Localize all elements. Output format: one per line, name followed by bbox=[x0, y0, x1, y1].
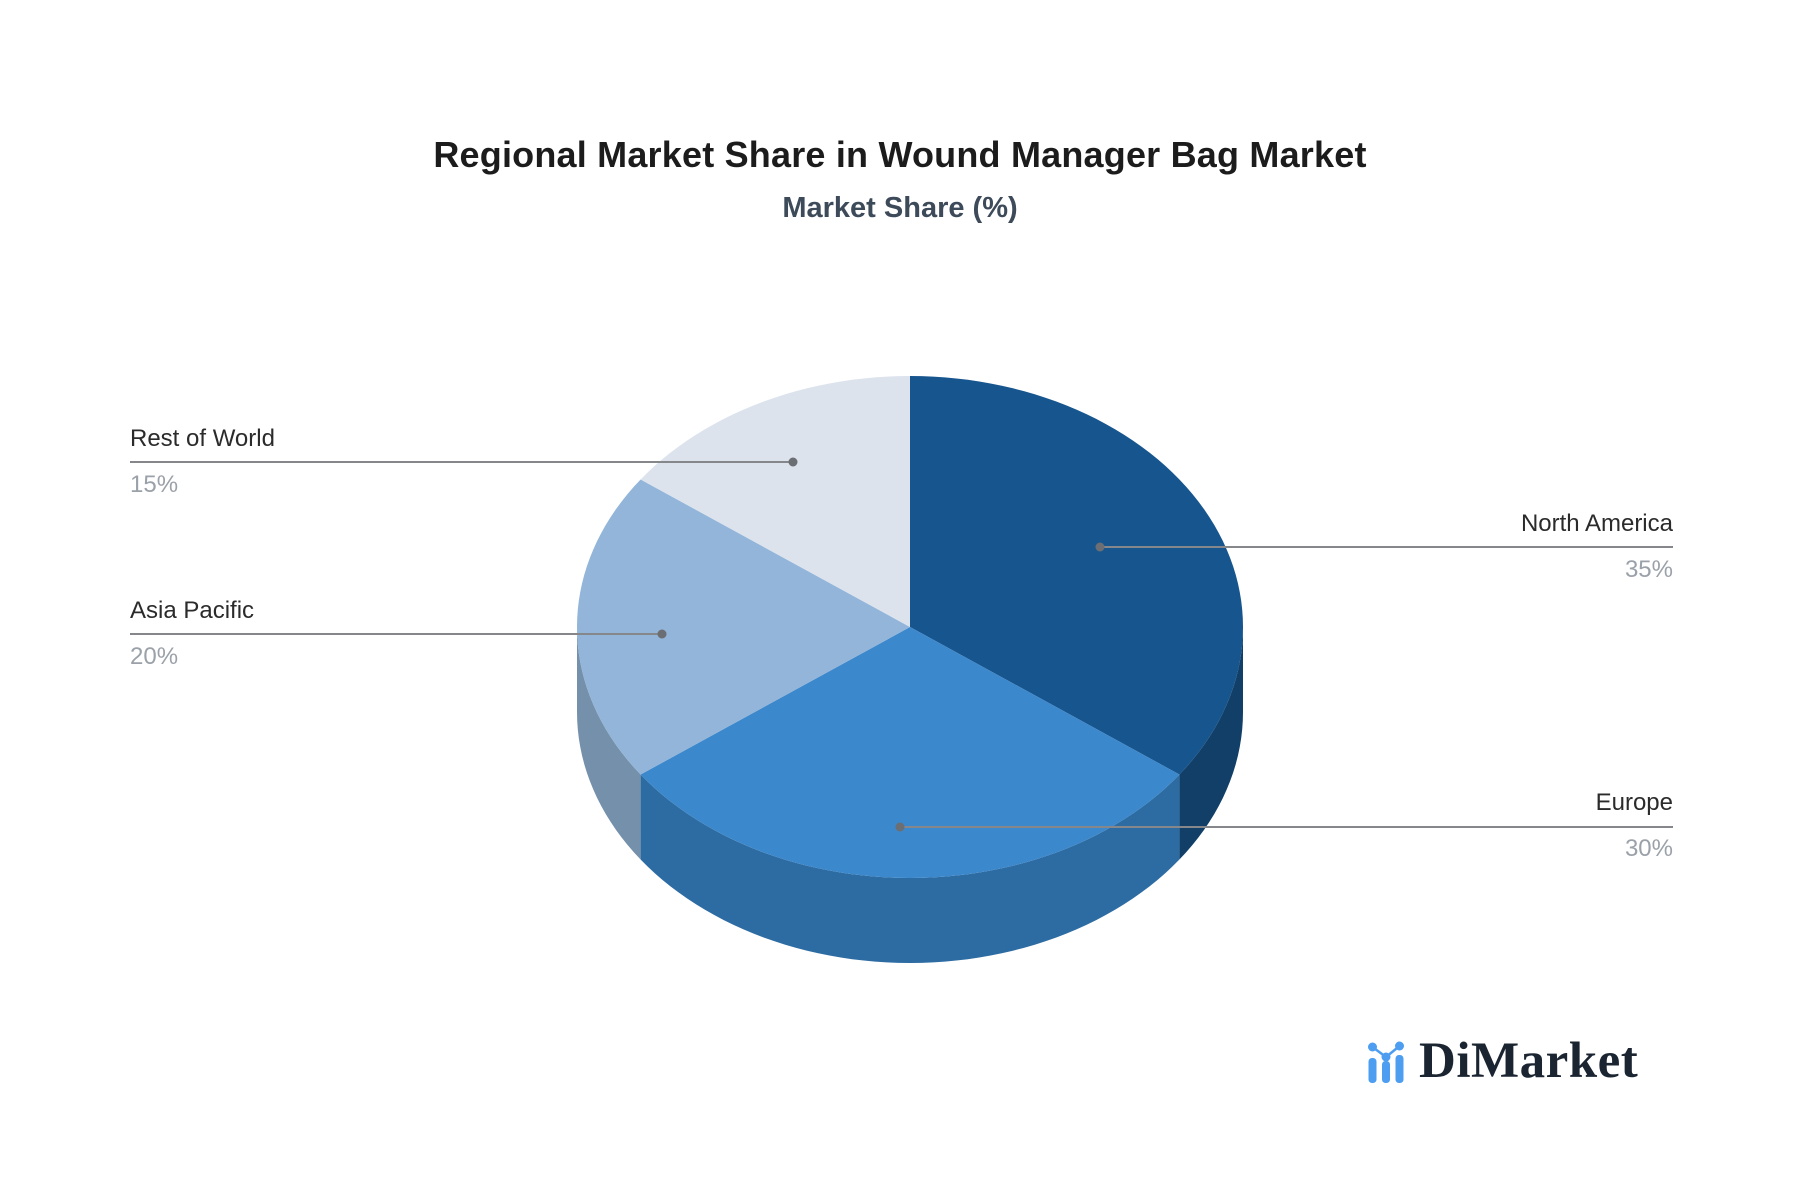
slice-value-rest-of-world: 15% bbox=[130, 471, 179, 498]
pie-slice-north-america[interactable] bbox=[910, 376, 1243, 775]
pie-slices bbox=[577, 376, 1243, 963]
leader-dot-europe bbox=[895, 822, 905, 832]
pie-slice-europe[interactable] bbox=[640, 627, 1180, 878]
slice-label-rest-of-world: Rest of World bbox=[130, 425, 275, 452]
dimarket-logo: DiMarket bbox=[1366, 1030, 1638, 1092]
slice-label-north-america: North America bbox=[1520, 510, 1673, 537]
callout-lines bbox=[130, 461, 1673, 828]
callout-rest-of-world: Rest of World 15% bbox=[130, 424, 275, 500]
slice-label-asia-pacific: Asia Pacific bbox=[130, 597, 255, 624]
pie-slice-side-north-america bbox=[1179, 627, 1243, 860]
pie-slice-side-europe bbox=[640, 774, 1180, 963]
leader-dot-north-america bbox=[1095, 542, 1105, 552]
leader-dot-rest-of-world bbox=[788, 457, 798, 467]
pie-slice-rest-of-world[interactable] bbox=[640, 376, 910, 627]
slice-value-europe: 30% bbox=[1624, 835, 1673, 862]
slice-value-asia-pacific: 20% bbox=[130, 643, 179, 670]
callout-north-america: North America 35% bbox=[1521, 509, 1673, 585]
chart-title: Regional Market Share in Wound Manager B… bbox=[433, 134, 1367, 175]
callout-dots bbox=[657, 457, 1105, 832]
logo-bar-chart-icon bbox=[1368, 1041, 1404, 1083]
slice-value-north-america: 35% bbox=[1624, 556, 1673, 583]
chart-subtitle: Market Share (%) bbox=[782, 192, 1018, 224]
callout-asia-pacific: Asia Pacific 20% bbox=[130, 596, 254, 672]
callout-europe: Europe 30% bbox=[1596, 788, 1673, 864]
pie-slice-asia-pacific[interactable] bbox=[577, 479, 910, 775]
slice-label-europe: Europe bbox=[1595, 789, 1673, 816]
pie-slice-side-asia-pacific bbox=[577, 627, 641, 860]
logo-text: DiMarket bbox=[1419, 1033, 1639, 1089]
leader-dot-asia-pacific bbox=[657, 629, 667, 639]
